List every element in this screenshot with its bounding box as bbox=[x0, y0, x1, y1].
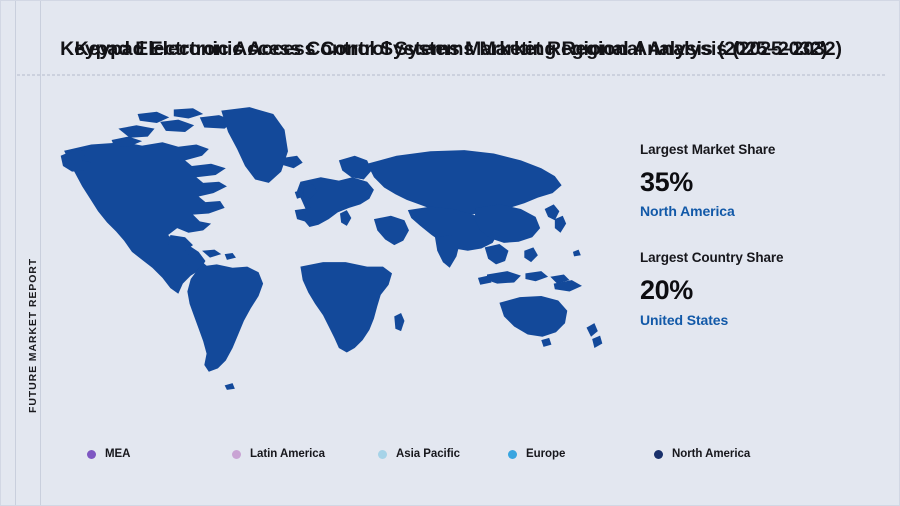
stats-panel: Largest Market Share 35% North America L… bbox=[640, 142, 880, 359]
legend-dot-icon bbox=[87, 449, 96, 459]
legend-item-europe: Europe bbox=[508, 448, 565, 460]
legend-label: Asia Pacific bbox=[396, 448, 460, 460]
legend-item-asia-pacific: Asia Pacific bbox=[378, 448, 460, 460]
stat-largest-market-share: Largest Market Share 35% North America bbox=[640, 142, 880, 219]
legend-item-latin-america: Latin America bbox=[232, 448, 325, 460]
stat-region: United States bbox=[640, 311, 729, 328]
page-title: Keypad Electronic Access Control Systems… bbox=[74, 38, 828, 60]
legend-label: Europe bbox=[526, 448, 566, 460]
legend-item-mea: MEA bbox=[87, 448, 130, 460]
legend-label: MEA bbox=[105, 448, 131, 460]
stat-value: 35% bbox=[640, 167, 693, 197]
stat-label: Largest Market Share bbox=[640, 142, 776, 157]
stat-label: Largest Country Share bbox=[640, 250, 784, 266]
brand-rail bbox=[15, 1, 41, 505]
legend-dot-icon bbox=[232, 449, 241, 459]
stat-region: North America bbox=[640, 203, 735, 220]
map-legend: MEA Latin America Asia Pacific Europe No… bbox=[87, 448, 847, 470]
legend-label: North America bbox=[672, 448, 751, 460]
legend-label: Latin America bbox=[250, 448, 325, 460]
page-title-overlap: Keypad Electronic Access Control Systems… bbox=[60, 38, 842, 60]
world-map bbox=[57, 97, 623, 417]
header-divider bbox=[16, 74, 886, 76]
header: Keypad Electronic Access Control Systems… bbox=[1, 1, 899, 75]
legend-dot-icon bbox=[508, 449, 517, 459]
brand-vertical-label: FUTURE MARKET REPORT bbox=[27, 257, 39, 413]
legend-item-north-america: North America bbox=[654, 448, 750, 460]
legend-dot-icon bbox=[654, 449, 663, 459]
stat-value: 20% bbox=[640, 275, 693, 306]
legend-dot-icon bbox=[378, 449, 387, 459]
stat-largest-country-share: Largest Country Share 20% United States bbox=[640, 250, 880, 327]
